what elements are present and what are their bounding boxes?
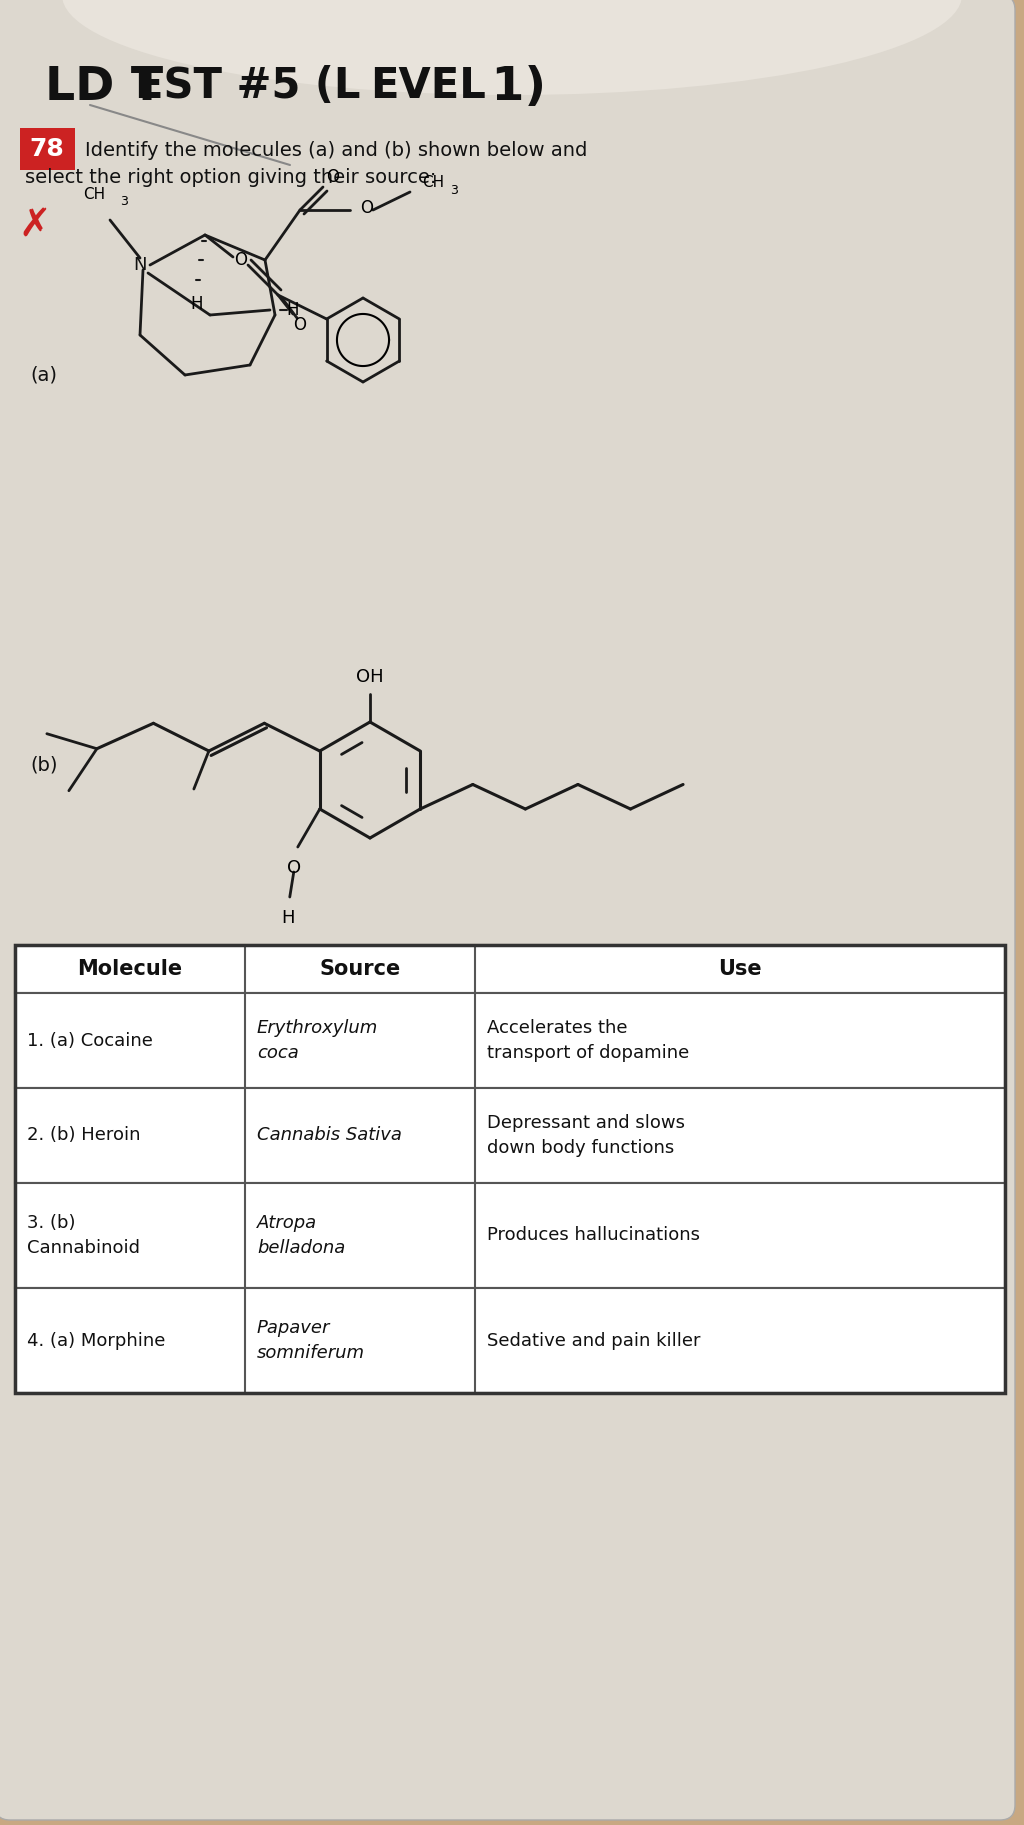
Text: Source: Source <box>319 958 400 978</box>
Text: Sedative and pain killer: Sedative and pain killer <box>487 1332 700 1349</box>
Text: LD T: LD T <box>45 66 163 110</box>
Text: Identify the molecules (a) and (b) shown below and: Identify the molecules (a) and (b) shown… <box>85 141 588 159</box>
Text: EST #5 (L: EST #5 (L <box>135 66 360 108</box>
Text: O: O <box>360 199 373 217</box>
Text: CH: CH <box>83 186 105 203</box>
Text: OH: OH <box>356 668 384 686</box>
Text: Atropa
belladona: Atropa belladona <box>257 1214 345 1257</box>
Text: O: O <box>287 860 301 878</box>
Text: Accelerates the
transport of dopamine: Accelerates the transport of dopamine <box>487 1018 689 1062</box>
Text: H: H <box>281 909 295 927</box>
Text: Papaver
somniferum: Papaver somniferum <box>257 1319 365 1361</box>
Bar <box>15 1088 1005 1183</box>
Bar <box>15 1288 1005 1392</box>
Text: select the right option giving their source:: select the right option giving their sou… <box>25 168 436 186</box>
Text: Use: Use <box>718 958 762 978</box>
Text: 3: 3 <box>450 184 458 197</box>
Text: N: N <box>133 256 146 274</box>
Text: 1): 1) <box>475 66 546 110</box>
Text: 3. (b)
Cannabinoid: 3. (b) Cannabinoid <box>27 1214 140 1257</box>
Bar <box>15 945 1005 993</box>
Text: 78: 78 <box>30 137 65 161</box>
Text: Molecule: Molecule <box>78 958 182 978</box>
Text: Produces hallucinations: Produces hallucinations <box>487 1226 700 1245</box>
Text: EVEL: EVEL <box>370 66 485 108</box>
Text: O: O <box>294 316 306 334</box>
Text: Depressant and slows
down body functions: Depressant and slows down body functions <box>487 1113 685 1157</box>
Text: 2. (b) Heroin: 2. (b) Heroin <box>27 1126 140 1144</box>
Text: 1. (a) Cocaine: 1. (a) Cocaine <box>27 1031 153 1049</box>
Text: 3: 3 <box>120 195 128 208</box>
Text: O: O <box>327 168 340 186</box>
Text: ✗: ✗ <box>18 206 50 245</box>
Bar <box>15 993 1005 1088</box>
Text: O: O <box>234 252 248 268</box>
Text: Erythroxylum
coca: Erythroxylum coca <box>257 1018 378 1062</box>
Text: H: H <box>287 301 299 319</box>
Bar <box>15 1183 1005 1288</box>
Text: (a): (a) <box>30 365 57 385</box>
Bar <box>20 128 75 170</box>
Text: Cannabis Sativa: Cannabis Sativa <box>257 1126 401 1144</box>
Text: 4. (a) Morphine: 4. (a) Morphine <box>27 1332 165 1349</box>
Text: (b): (b) <box>30 756 57 774</box>
Text: H: H <box>190 296 203 314</box>
Ellipse shape <box>62 0 962 95</box>
Bar <box>15 945 1005 1392</box>
Text: CH: CH <box>422 175 444 190</box>
